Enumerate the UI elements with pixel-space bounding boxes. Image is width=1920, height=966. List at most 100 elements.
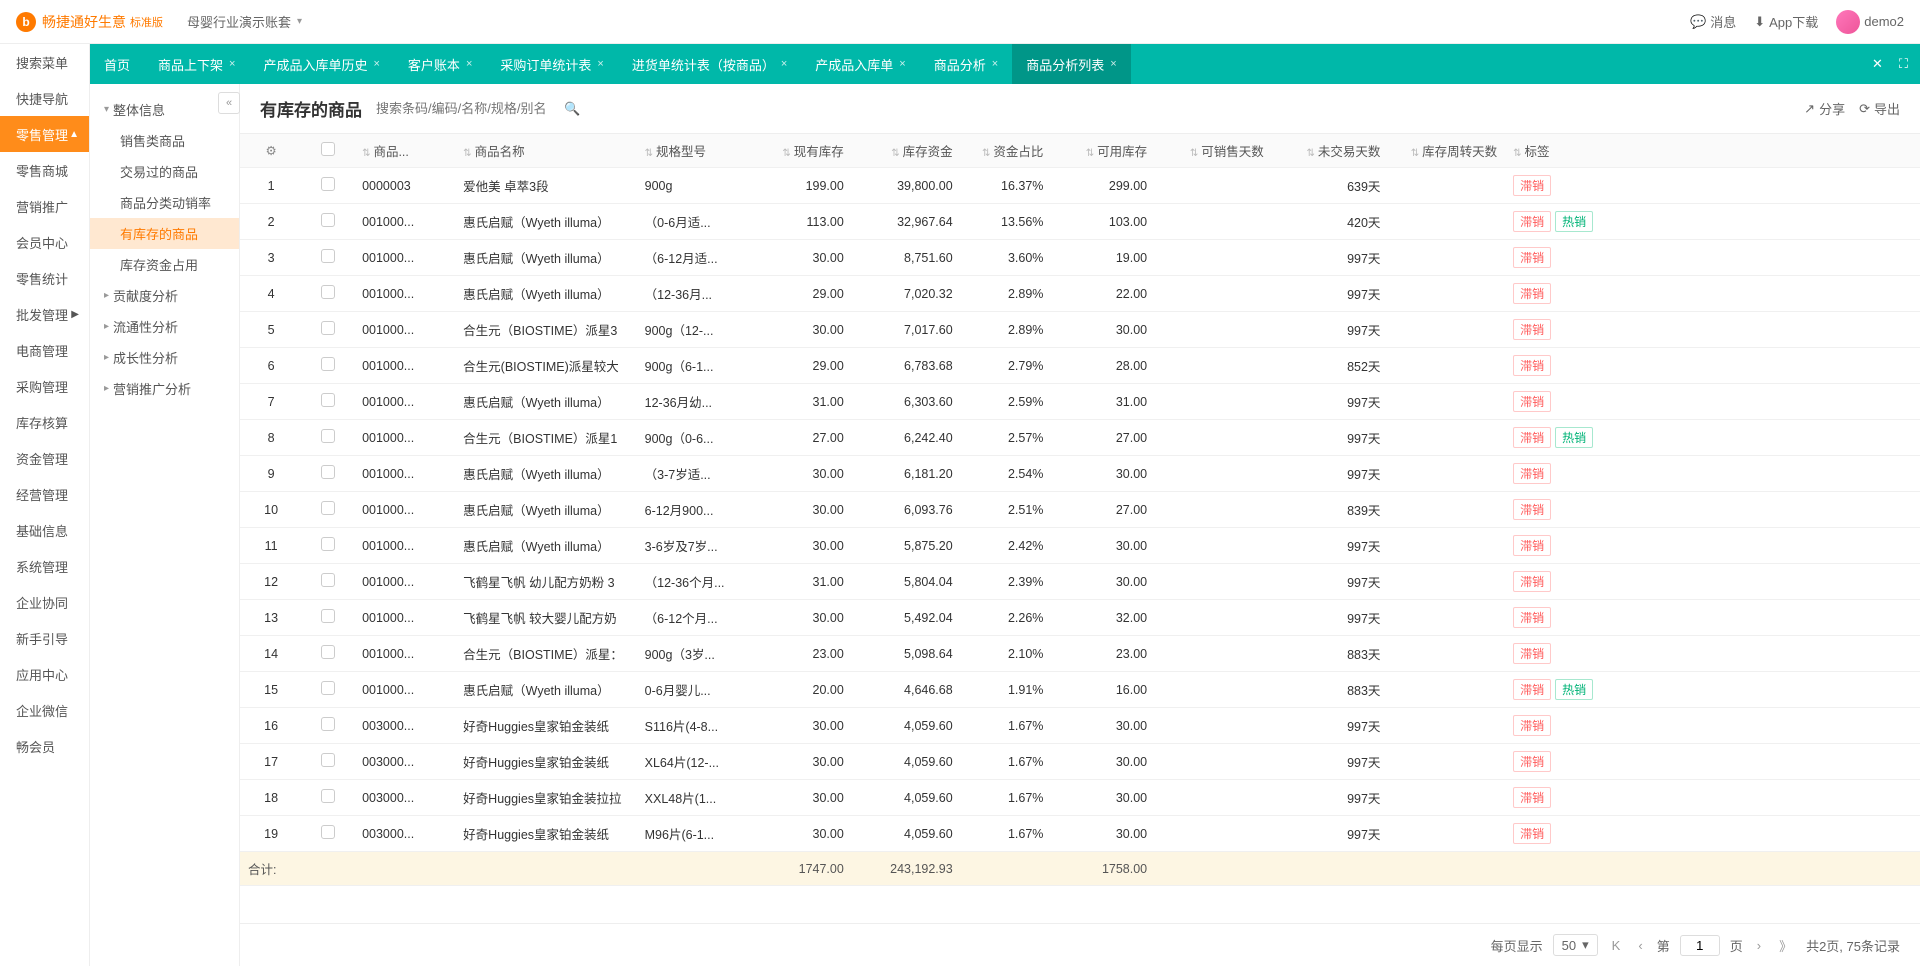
table-row[interactable]: 15001000...惠氏启赋（Wyeth illuma）0-6月婴儿...20…	[240, 672, 1920, 708]
table-row[interactable]: 4001000...惠氏启赋（Wyeth illuma）（12-36月...29…	[240, 276, 1920, 312]
column-header[interactable]: ⇅未交易天数	[1272, 134, 1389, 168]
column-header[interactable]: ⇅商品名称	[455, 134, 636, 168]
collapse-panel-button[interactable]: «	[218, 92, 240, 114]
row-checkbox[interactable]	[321, 465, 335, 479]
nav-item[interactable]: 资金管理	[0, 440, 89, 476]
column-header[interactable]: ⇅规格型号	[637, 134, 754, 168]
table-wrap[interactable]: ⚙ ⇅商品...⇅商品名称⇅规格型号⇅现有库存⇅库存资金⇅资金占比⇅可用库存⇅可销…	[240, 133, 1920, 923]
sub-nav-item[interactable]: 交易过的商品	[90, 156, 239, 187]
column-header[interactable]: ⇅库存周转天数	[1388, 134, 1505, 168]
sub-nav-item[interactable]: 库存资金占用	[90, 249, 239, 280]
sub-nav-item[interactable]: 销售类商品	[90, 125, 239, 156]
table-row[interactable]: 8001000...合生元（BIOSTIME）派星1900g（0-6...27.…	[240, 420, 1920, 456]
column-header[interactable]: ⇅商品...	[354, 134, 455, 168]
table-row[interactable]: 10000003爱他美 卓萃3段900g199.0039,800.0016.37…	[240, 168, 1920, 204]
tab[interactable]: 商品分析×	[920, 44, 1012, 84]
nav-item[interactable]: 快捷导航	[0, 80, 89, 116]
row-checkbox[interactable]	[321, 249, 335, 263]
table-row[interactable]: 5001000...合生元（BIOSTIME）派星3900g（12-...30.…	[240, 312, 1920, 348]
column-header[interactable]: ⚙	[240, 134, 302, 168]
nav-item[interactable]: 企业协同	[0, 584, 89, 620]
row-checkbox[interactable]	[321, 789, 335, 803]
nav-item[interactable]: 畅会员	[0, 728, 89, 764]
nav-item[interactable]: 系统管理	[0, 548, 89, 584]
first-page-button[interactable]: K	[1608, 938, 1625, 953]
nav-item[interactable]: 库存核算	[0, 404, 89, 440]
row-checkbox[interactable]	[321, 573, 335, 587]
table-row[interactable]: 19003000...好奇Huggies皇家铂金装纸M96片(6-1...30.…	[240, 816, 1920, 852]
row-checkbox[interactable]	[321, 285, 335, 299]
table-row[interactable]: 14001000...合生元（BIOSTIME）派星：900g（3岁...23.…	[240, 636, 1920, 672]
sub-group-header[interactable]: ▸营销推广分析	[90, 373, 239, 404]
nav-item[interactable]: 营销推广	[0, 188, 89, 224]
search-input[interactable]	[376, 101, 556, 116]
next-page-button[interactable]: ›	[1753, 938, 1765, 953]
table-row[interactable]: 13001000...飞鹤星飞帆 较大婴儿配方奶（6-12个月...30.005…	[240, 600, 1920, 636]
table-row[interactable]: 17003000...好奇Huggies皇家铂金装纸XL64片(12-...30…	[240, 744, 1920, 780]
sub-nav-item[interactable]: 有库存的商品	[90, 218, 239, 249]
per-page-select[interactable]: 50 ▾	[1553, 934, 1598, 956]
nav-item[interactable]: 电商管理	[0, 332, 89, 368]
column-header[interactable]: ⇅可销售天数	[1155, 134, 1272, 168]
table-row[interactable]: 9001000...惠氏启赋（Wyeth illuma）（3-7岁适...30.…	[240, 456, 1920, 492]
table-row[interactable]: 6001000...合生元(BIOSTIME)派星较大900g（6-1...29…	[240, 348, 1920, 384]
table-row[interactable]: 12001000...飞鹤星飞帆 幼儿配方奶粉 3（12-36个月...31.0…	[240, 564, 1920, 600]
column-header[interactable]: ⇅可用库存	[1051, 134, 1155, 168]
close-icon[interactable]: ×	[781, 58, 787, 70]
table-row[interactable]: 7001000...惠氏启赋（Wyeth illuma）12-36月幼...31…	[240, 384, 1920, 420]
column-header[interactable]: ⇅现有库存	[753, 134, 852, 168]
row-checkbox[interactable]	[321, 429, 335, 443]
nav-item[interactable]: 零售统计	[0, 260, 89, 296]
column-header[interactable]: ⇅资金占比	[961, 134, 1052, 168]
table-row[interactable]: 11001000...惠氏启赋（Wyeth illuma）3-6岁及7岁...3…	[240, 528, 1920, 564]
close-all-tabs-icon[interactable]: ✕	[1872, 56, 1883, 72]
search-icon[interactable]: 🔍	[564, 101, 580, 117]
close-icon[interactable]: ×	[373, 58, 379, 70]
user-menu[interactable]: demo2	[1836, 10, 1904, 34]
tab[interactable]: 商品分析列表×	[1012, 44, 1130, 84]
table-row[interactable]: 18003000...好奇Huggies皇家铂金装拉拉XXL48片(1...30…	[240, 780, 1920, 816]
table-row[interactable]: 2001000...惠氏启赋（Wyeth illuma）（0-6月适...113…	[240, 204, 1920, 240]
table-row[interactable]: 10001000...惠氏启赋（Wyeth illuma）6-12月900...…	[240, 492, 1920, 528]
app-download-button[interactable]: ⬇ App下载	[1754, 12, 1818, 31]
close-icon[interactable]: ×	[1110, 58, 1116, 70]
nav-item[interactable]: 应用中心	[0, 656, 89, 692]
nav-item[interactable]: 会员中心	[0, 224, 89, 260]
nav-item[interactable]: 新手引导	[0, 620, 89, 656]
messages-button[interactable]: 💬 消息	[1690, 12, 1736, 31]
row-checkbox[interactable]	[321, 681, 335, 695]
nav-item[interactable]: 零售管理▲	[0, 116, 89, 152]
page-input[interactable]	[1680, 935, 1720, 956]
nav-item[interactable]: 经营管理	[0, 476, 89, 512]
tab[interactable]: 进货单统计表（按商品）×	[618, 44, 801, 84]
close-icon[interactable]: ×	[466, 58, 472, 70]
close-icon[interactable]: ×	[229, 58, 235, 70]
sub-group-header[interactable]: ▸成长性分析	[90, 342, 239, 373]
column-header[interactable]	[302, 134, 354, 168]
row-checkbox[interactable]	[321, 609, 335, 623]
row-checkbox[interactable]	[321, 717, 335, 731]
sub-nav-item[interactable]: 商品分类动销率	[90, 187, 239, 218]
share-button[interactable]: ↗ 分享	[1804, 99, 1845, 118]
column-header[interactable]: ⇅库存资金	[852, 134, 961, 168]
row-checkbox[interactable]	[321, 825, 335, 839]
tab[interactable]: 采购订单统计表×	[486, 44, 617, 84]
nav-item[interactable]: 基础信息	[0, 512, 89, 548]
prev-page-button[interactable]: ‹	[1634, 938, 1646, 953]
sub-group-header[interactable]: ▾整体信息	[90, 94, 239, 125]
row-checkbox[interactable]	[321, 321, 335, 335]
row-checkbox[interactable]	[321, 213, 335, 227]
last-page-button[interactable]: 》	[1775, 936, 1796, 955]
export-button[interactable]: ⟳ 导出	[1859, 99, 1900, 118]
sub-group-header[interactable]: ▸流通性分析	[90, 311, 239, 342]
gear-icon[interactable]: ⚙	[266, 144, 277, 158]
nav-item[interactable]: 搜索菜单	[0, 44, 89, 80]
nav-item[interactable]: 企业微信	[0, 692, 89, 728]
company-selector[interactable]: 母婴行业演示账套 ▾	[187, 12, 302, 31]
nav-item[interactable]: 零售商城	[0, 152, 89, 188]
close-icon[interactable]: ×	[597, 58, 603, 70]
row-checkbox[interactable]	[321, 537, 335, 551]
select-all-checkbox[interactable]	[321, 142, 335, 156]
fullscreen-icon[interactable]: ⛶	[1899, 56, 1908, 72]
row-checkbox[interactable]	[321, 753, 335, 767]
